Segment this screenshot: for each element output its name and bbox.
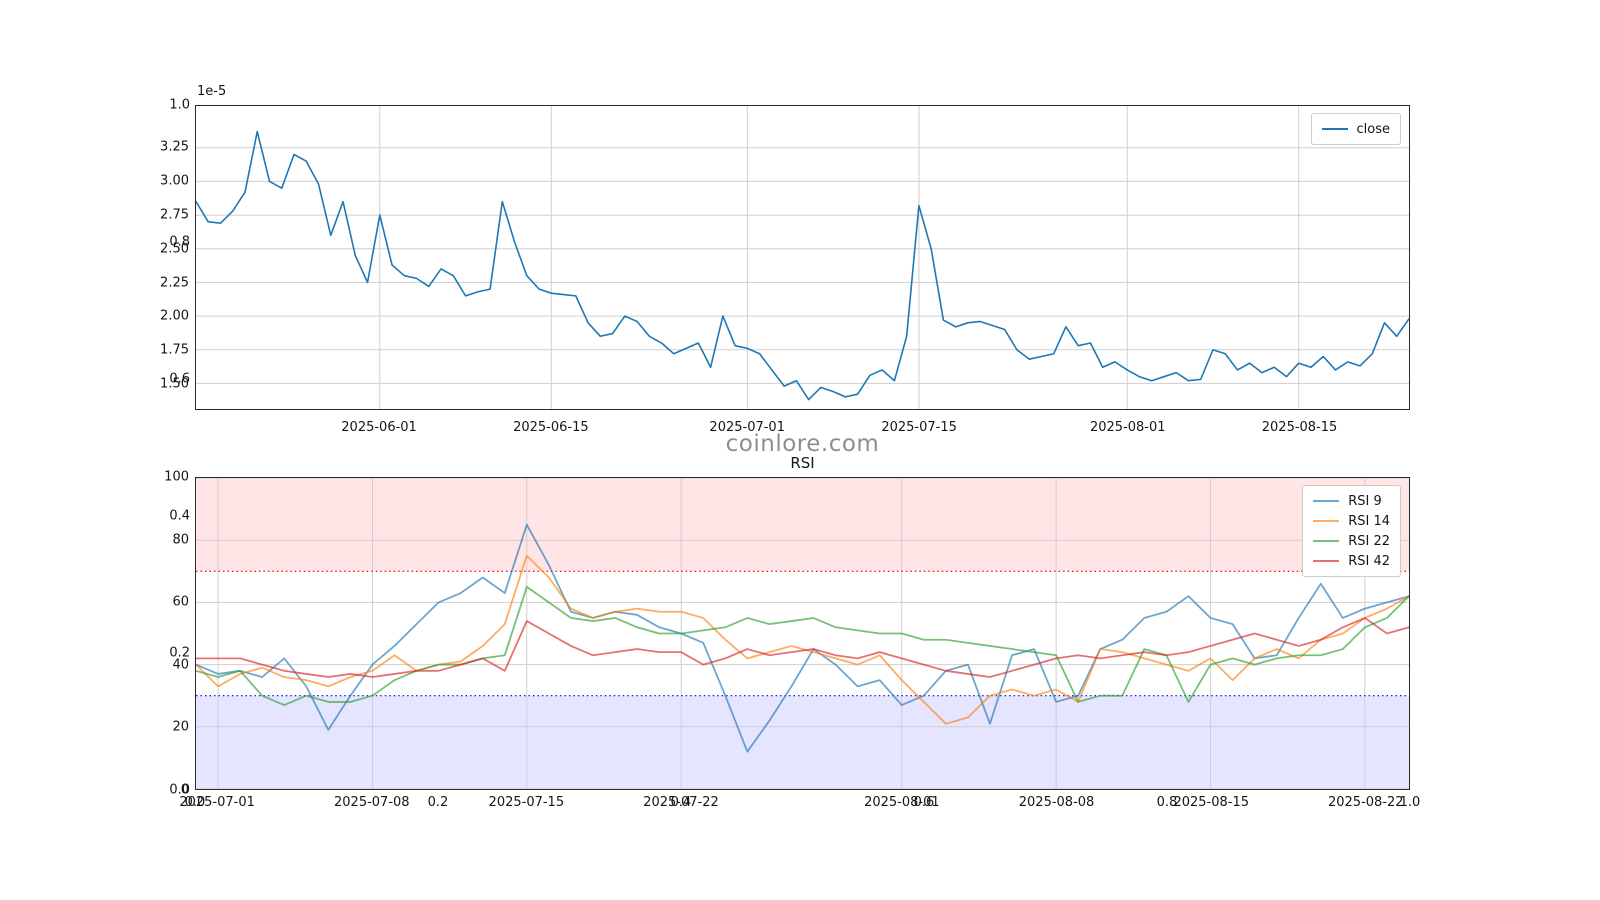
series-line-rsi-9 <box>196 523 1409 753</box>
price-y-tick-label: 3.25 <box>160 139 189 155</box>
rsi-y-tick-label: 60 <box>172 594 189 610</box>
legend-line-sample-icon <box>1313 520 1340 522</box>
hidden-axis-x-label: 0.8 <box>1156 795 1178 810</box>
series-line-rsi-42 <box>196 617 1409 678</box>
legend-label: RSI 9 <box>1348 493 1382 509</box>
rsi-y-tick-label: 40 <box>172 657 189 673</box>
hidden-axis-y-label: 0.8 <box>169 234 190 250</box>
hidden-axis-x-label: 1.0 <box>1399 795 1421 810</box>
hidden-axis-y-label: 0.2 <box>169 645 190 661</box>
rsi-x-tick-label: 2025-08-08 <box>1018 795 1095 810</box>
overbought-band <box>196 478 1409 572</box>
legend-entry-rsi-42: RSI 42 <box>1313 551 1390 571</box>
series-line-close <box>196 130 1409 401</box>
watermark-text: coinlore.com <box>725 431 880 457</box>
legend-line-sample-icon <box>1321 128 1348 130</box>
legend-entry-rsi-14: RSI 14 <box>1313 511 1390 531</box>
rsi-chart-svg <box>196 478 1409 789</box>
rsi-x-tick-label: 2025-07-08 <box>334 795 410 810</box>
price-x-tick-label: 2025-06-15 <box>513 420 589 435</box>
hidden-axis-y-label: 0.4 <box>169 508 190 524</box>
legend-entry-rsi-9: RSI 9 <box>1313 491 1390 511</box>
price-axis-offset-label: 1e-5 <box>197 84 227 99</box>
hidden-axis-y-label: 0.6 <box>169 371 190 387</box>
rsi-x-tick-label: 2025-08-22 <box>1327 795 1404 810</box>
legend-line-sample-icon <box>1313 540 1340 542</box>
price-x-tick-label: 2025-07-01 <box>709 420 785 435</box>
legend-label: RSI 42 <box>1348 553 1390 569</box>
price-y-tick-label: 2.75 <box>160 207 189 223</box>
rsi-x-tick-label: 2025-07-15 <box>488 795 565 810</box>
price-x-tick-label: 2025-08-01 <box>1089 420 1166 435</box>
rsi-chart-plot: RSI 9 RSI 14 RSI 22 RSI 42 <box>195 477 1410 790</box>
legend-label: RSI 22 <box>1348 533 1390 549</box>
oversold-band <box>196 695 1409 789</box>
rsi-y-tick-label: 0 <box>180 782 189 798</box>
price-legend: close <box>1310 113 1401 145</box>
legend-label: close <box>1356 121 1390 137</box>
legend-line-sample-icon <box>1313 500 1340 502</box>
rsi-legend: RSI 9 RSI 14 RSI 22 RSI 42 <box>1302 485 1401 577</box>
price-x-tick-label: 2025-06-01 <box>341 420 417 435</box>
rsi-chart-title: RSI <box>790 454 815 472</box>
hidden-axis-y-label: 1.0 <box>169 97 190 113</box>
price-x-tick-label: 2025-08-15 <box>1261 420 1338 435</box>
price-y-tick-label: 2.25 <box>160 275 189 291</box>
price-y-tick-label: 1.75 <box>160 342 189 358</box>
legend-label: RSI 14 <box>1348 513 1390 529</box>
legend-entry-close: close <box>1321 119 1390 139</box>
price-y-tick-label: 2.00 <box>160 308 189 324</box>
rsi-x-tick-label: 2025-08-15 <box>1173 795 1249 810</box>
series-line-rsi-22 <box>196 585 1409 706</box>
rsi-y-tick-label: 20 <box>172 719 189 735</box>
legend-entry-rsi-22: RSI 22 <box>1313 531 1390 551</box>
price-chart-svg <box>196 106 1409 409</box>
rsi-y-tick-label: 100 <box>164 469 189 485</box>
legend-line-sample-icon <box>1313 560 1340 562</box>
hidden-axis-x-label: 0.0 <box>184 795 206 810</box>
price-y-tick-label: 3.00 <box>160 173 189 189</box>
hidden-axis-x-label: 0.2 <box>427 795 449 810</box>
rsi-x-tick-label: 2025-08-01 <box>864 795 940 810</box>
series-line-rsi-14 <box>196 554 1409 725</box>
hidden-axis-x-label: 0.4 <box>670 795 692 810</box>
rsi-y-tick-label: 80 <box>172 532 189 548</box>
price-y-tick-label: 1.50 <box>160 376 189 392</box>
price-y-tick-label: 2.50 <box>160 241 189 257</box>
hidden-axis-y-label: 0.0 <box>169 782 190 798</box>
hidden-axis-x-label: 0.6 <box>913 795 935 810</box>
rsi-x-tick-label: 2025-07-01 <box>179 795 255 810</box>
price-x-tick-label: 2025-07-15 <box>881 420 957 435</box>
rsi-x-tick-label: 2025-07-22 <box>643 795 719 810</box>
price-chart-plot: close <box>195 105 1410 410</box>
